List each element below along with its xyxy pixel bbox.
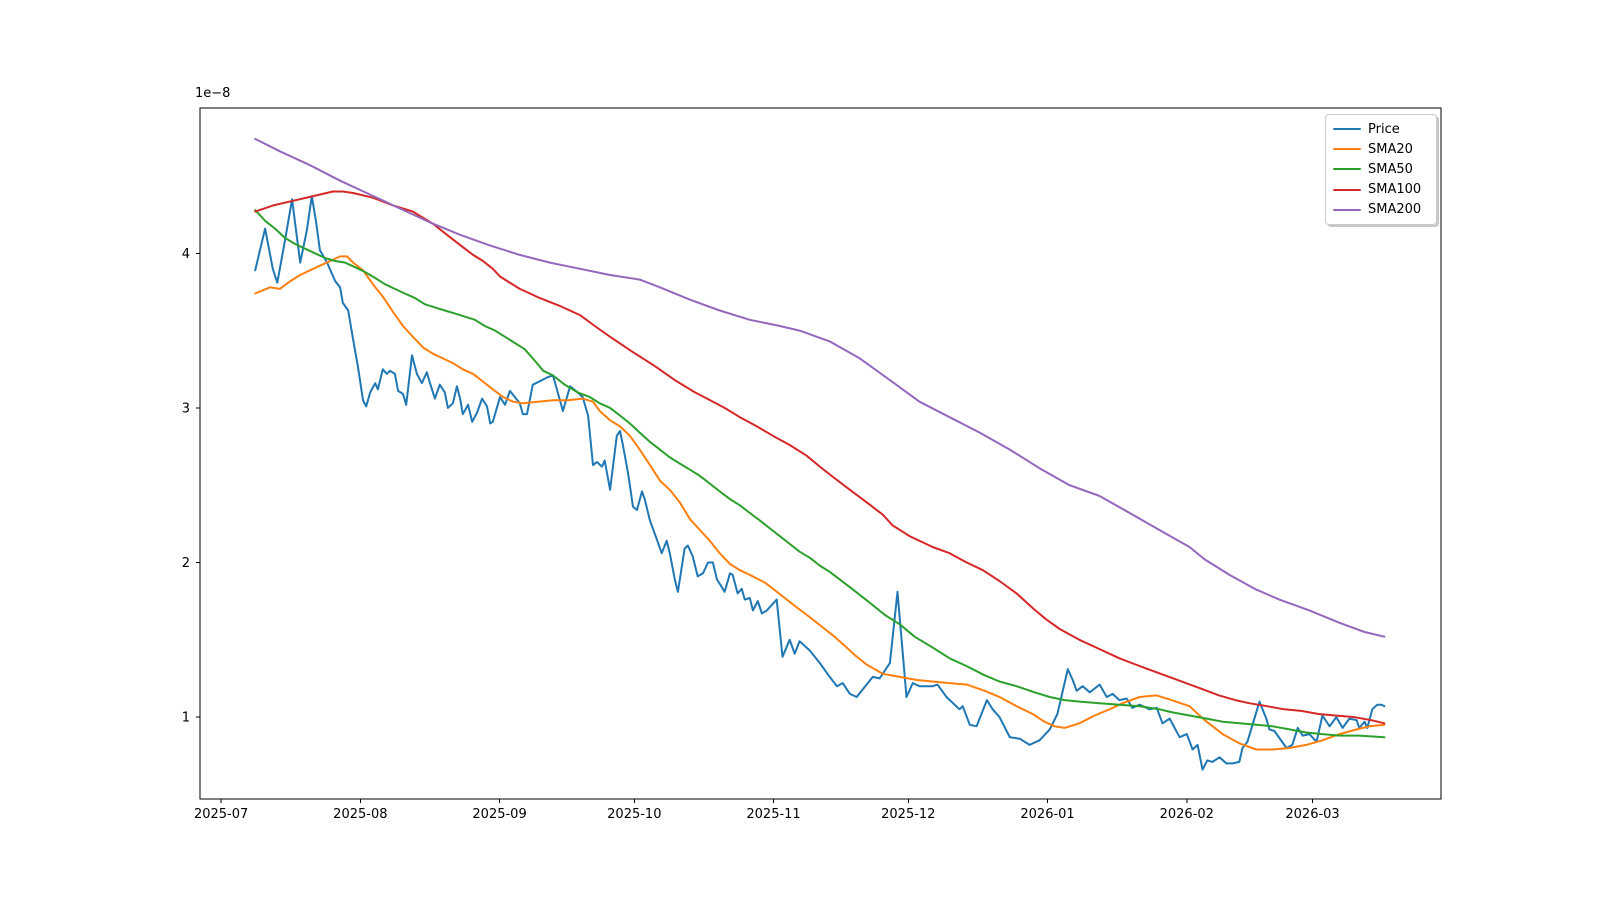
legend-label-price: Price <box>1368 121 1400 137</box>
legend-swatch-sma50 <box>1333 168 1361 171</box>
x-tick-label: 2026-01 <box>1020 807 1074 822</box>
x-tick-label: 2026-02 <box>1160 807 1214 822</box>
legend-label-sma50: SMA50 <box>1368 161 1413 177</box>
legend-swatch-sma200 <box>1333 208 1361 211</box>
legend: Price SMA20 SMA50 SMA100 SMA200 <box>1325 114 1437 225</box>
legend-item-sma200: SMA200 <box>1333 203 1429 216</box>
legend-label-sma20: SMA20 <box>1368 141 1413 157</box>
price-line <box>254 195 1386 771</box>
legend-swatch-price <box>1333 128 1361 131</box>
sma20-line <box>254 255 1386 751</box>
sma50-line <box>254 209 1386 739</box>
y-tick-label: 2 <box>182 556 190 571</box>
y-tick-label: 1 <box>182 711 190 726</box>
y-tick-label: 3 <box>182 401 190 416</box>
legend-item-sma20: SMA20 <box>1333 143 1429 156</box>
sma100-line <box>254 190 1386 725</box>
legend-label-sma100: SMA100 <box>1368 182 1422 198</box>
x-tick-label: 2025-08 <box>333 807 387 822</box>
legend-item-price: Price <box>1333 123 1429 136</box>
x-tick-label: 2025-11 <box>746 807 800 822</box>
y-axis-offset-label: 1e−8 <box>195 86 230 101</box>
legend-swatch-sma20 <box>1333 148 1361 151</box>
x-tick-label: 2025-10 <box>607 807 661 822</box>
x-tick-label: 2025-12 <box>881 807 935 822</box>
x-tick-label: 2025-07 <box>194 807 248 822</box>
legend-item-sma50: SMA50 <box>1333 163 1429 176</box>
legend-item-sma100: SMA100 <box>1333 183 1429 196</box>
legend-swatch-sma100 <box>1333 188 1361 191</box>
sma200-line <box>254 137 1386 638</box>
x-tick-label: 2025-09 <box>472 807 526 822</box>
x-tick-label: 2026-03 <box>1285 807 1339 822</box>
y-tick-label: 4 <box>182 247 190 262</box>
legend-label-sma200: SMA200 <box>1368 202 1422 218</box>
plot-frame <box>199 107 1442 800</box>
